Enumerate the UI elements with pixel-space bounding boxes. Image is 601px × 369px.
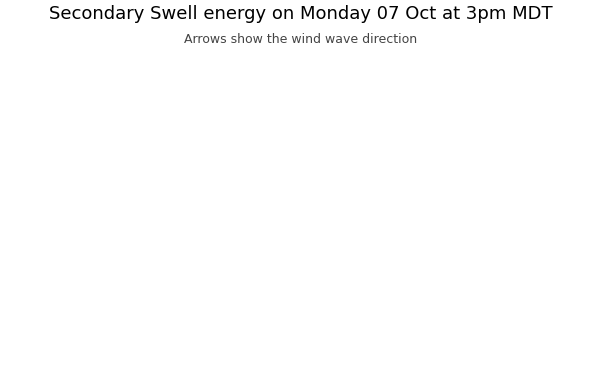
Text: Cartopy required for map rendering: Cartopy required for map rendering xyxy=(176,203,425,216)
Text: Arrows show the wind wave direction: Arrows show the wind wave direction xyxy=(184,33,417,46)
Text: Secondary Swell energy on Monday 07 Oct at 3pm MDT: Secondary Swell energy on Monday 07 Oct … xyxy=(49,5,552,23)
